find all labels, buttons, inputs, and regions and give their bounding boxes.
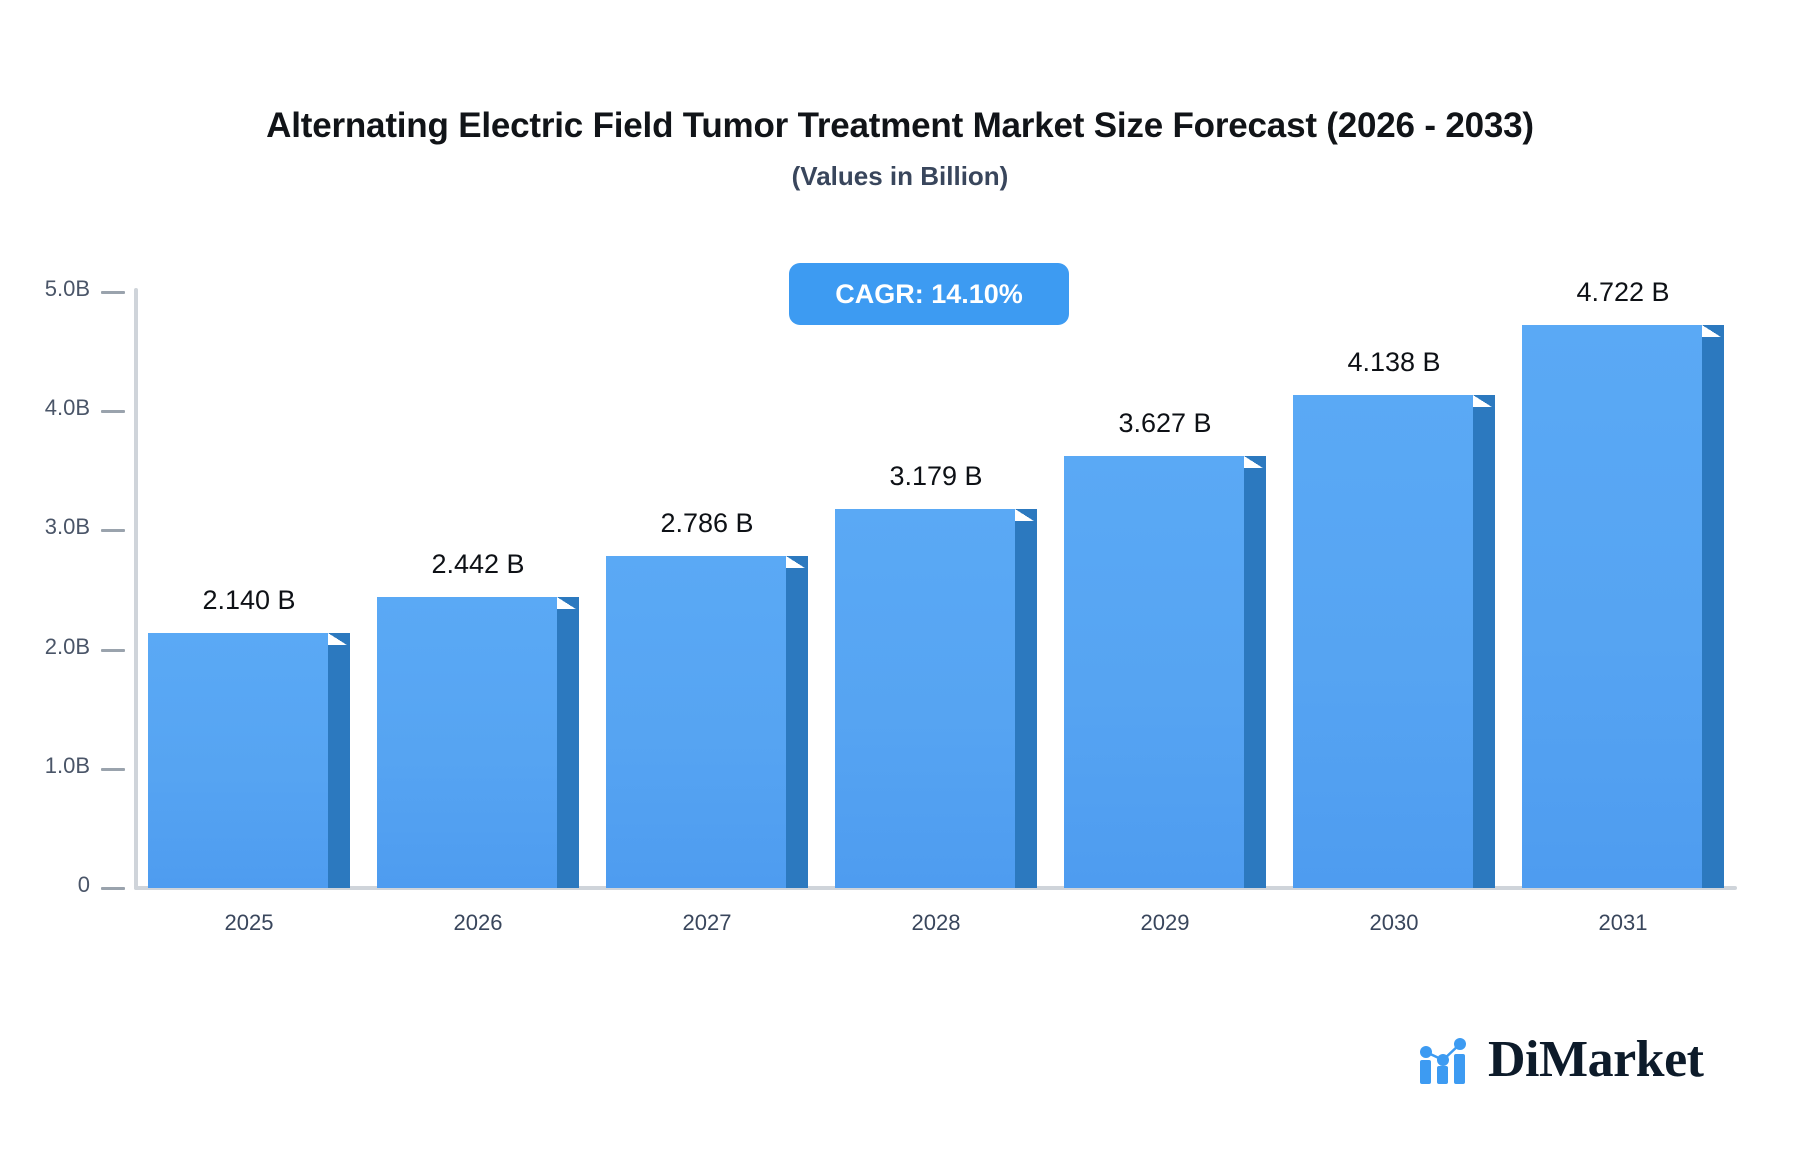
brand-logo: DiMarket — [1418, 1031, 1704, 1088]
bar-front-face — [1293, 394, 1473, 888]
bar-value-label: 2.442 B — [431, 548, 525, 579]
y-tick-mark — [101, 410, 125, 414]
y-tick-mark — [101, 291, 125, 294]
bar-top-face — [328, 632, 350, 647]
bar-top-face — [786, 555, 808, 570]
bar-top-face — [1244, 455, 1266, 470]
bar-front-face — [1064, 455, 1244, 888]
y-tick-label: 2.0B — [44, 633, 90, 659]
y-tick-label: 3.0B — [44, 514, 90, 540]
bar-2030[interactable] — [1293, 394, 1495, 888]
y-tick-mark — [101, 529, 125, 533]
bar-side-face — [1244, 467, 1266, 888]
x-tick-label-2025: 2025 — [224, 910, 274, 935]
bar-value-label: 2.140 B — [202, 584, 296, 615]
bar-side-face — [1015, 521, 1037, 888]
bar-2029[interactable] — [1064, 455, 1266, 888]
bar-chart-icon — [1418, 1034, 1474, 1086]
x-tick-label-2030: 2030 — [1369, 910, 1419, 935]
bar-side-face — [1702, 337, 1724, 888]
chart-title: Alternating Electric Field Tumor Treatme… — [266, 106, 1534, 145]
bar-side-face — [786, 567, 808, 888]
y-tick-mark — [101, 767, 125, 771]
bar-top-face — [557, 596, 579, 611]
bar-top-face — [1473, 394, 1495, 409]
chart-subtitle: (Values in Billion) — [791, 161, 1009, 191]
bar-value-label: 4.138 B — [1347, 346, 1441, 377]
chart-header: Alternating Electric Field Tumor Treatme… — [0, 104, 1800, 192]
bar-value-label: 3.627 B — [1118, 407, 1212, 438]
bar-front-face — [148, 632, 328, 888]
logo-text: DiMarket — [1488, 1031, 1704, 1088]
bar-value-label: 4.722 B — [1576, 277, 1670, 308]
bar-top-face — [1702, 325, 1724, 340]
x-tick-label-2029: 2029 — [1140, 910, 1190, 935]
bar-side-face — [557, 608, 579, 888]
cagr-badge: CAGR: 14.10% — [789, 263, 1069, 325]
x-tick-label-2031: 2031 — [1598, 910, 1648, 935]
x-tick-label-2027: 2027 — [682, 910, 732, 935]
bar-front-face — [377, 596, 557, 888]
bar-2028[interactable] — [835, 509, 1037, 888]
y-tick-label: 0 — [77, 872, 90, 897]
y-tick-mark — [101, 648, 125, 652]
bar-front-face — [606, 555, 786, 888]
bar-value-label: 2.786 B — [660, 507, 754, 538]
bar-2031[interactable] — [1522, 325, 1724, 888]
y-tick-mark — [101, 887, 125, 890]
y-axis-line — [134, 288, 138, 890]
x-axis-line — [134, 886, 1737, 890]
bar-2025[interactable] — [148, 632, 350, 888]
bar-2027[interactable] — [606, 555, 808, 888]
x-tick-label-2026: 2026 — [453, 910, 503, 935]
y-tick-label: 1.0B — [44, 752, 90, 778]
bar-2026[interactable] — [377, 596, 579, 888]
bar-side-face — [328, 644, 350, 888]
bar-top-face — [1015, 509, 1037, 524]
y-tick-label: 5.0B — [44, 276, 90, 301]
bar-value-label: 3.179 B — [889, 461, 983, 492]
x-tick-label-2028: 2028 — [911, 910, 961, 935]
bar-side-face — [1473, 406, 1495, 888]
bar-front-face — [1522, 325, 1702, 888]
y-tick-label: 4.0B — [44, 395, 90, 421]
bar-front-face — [835, 509, 1015, 888]
